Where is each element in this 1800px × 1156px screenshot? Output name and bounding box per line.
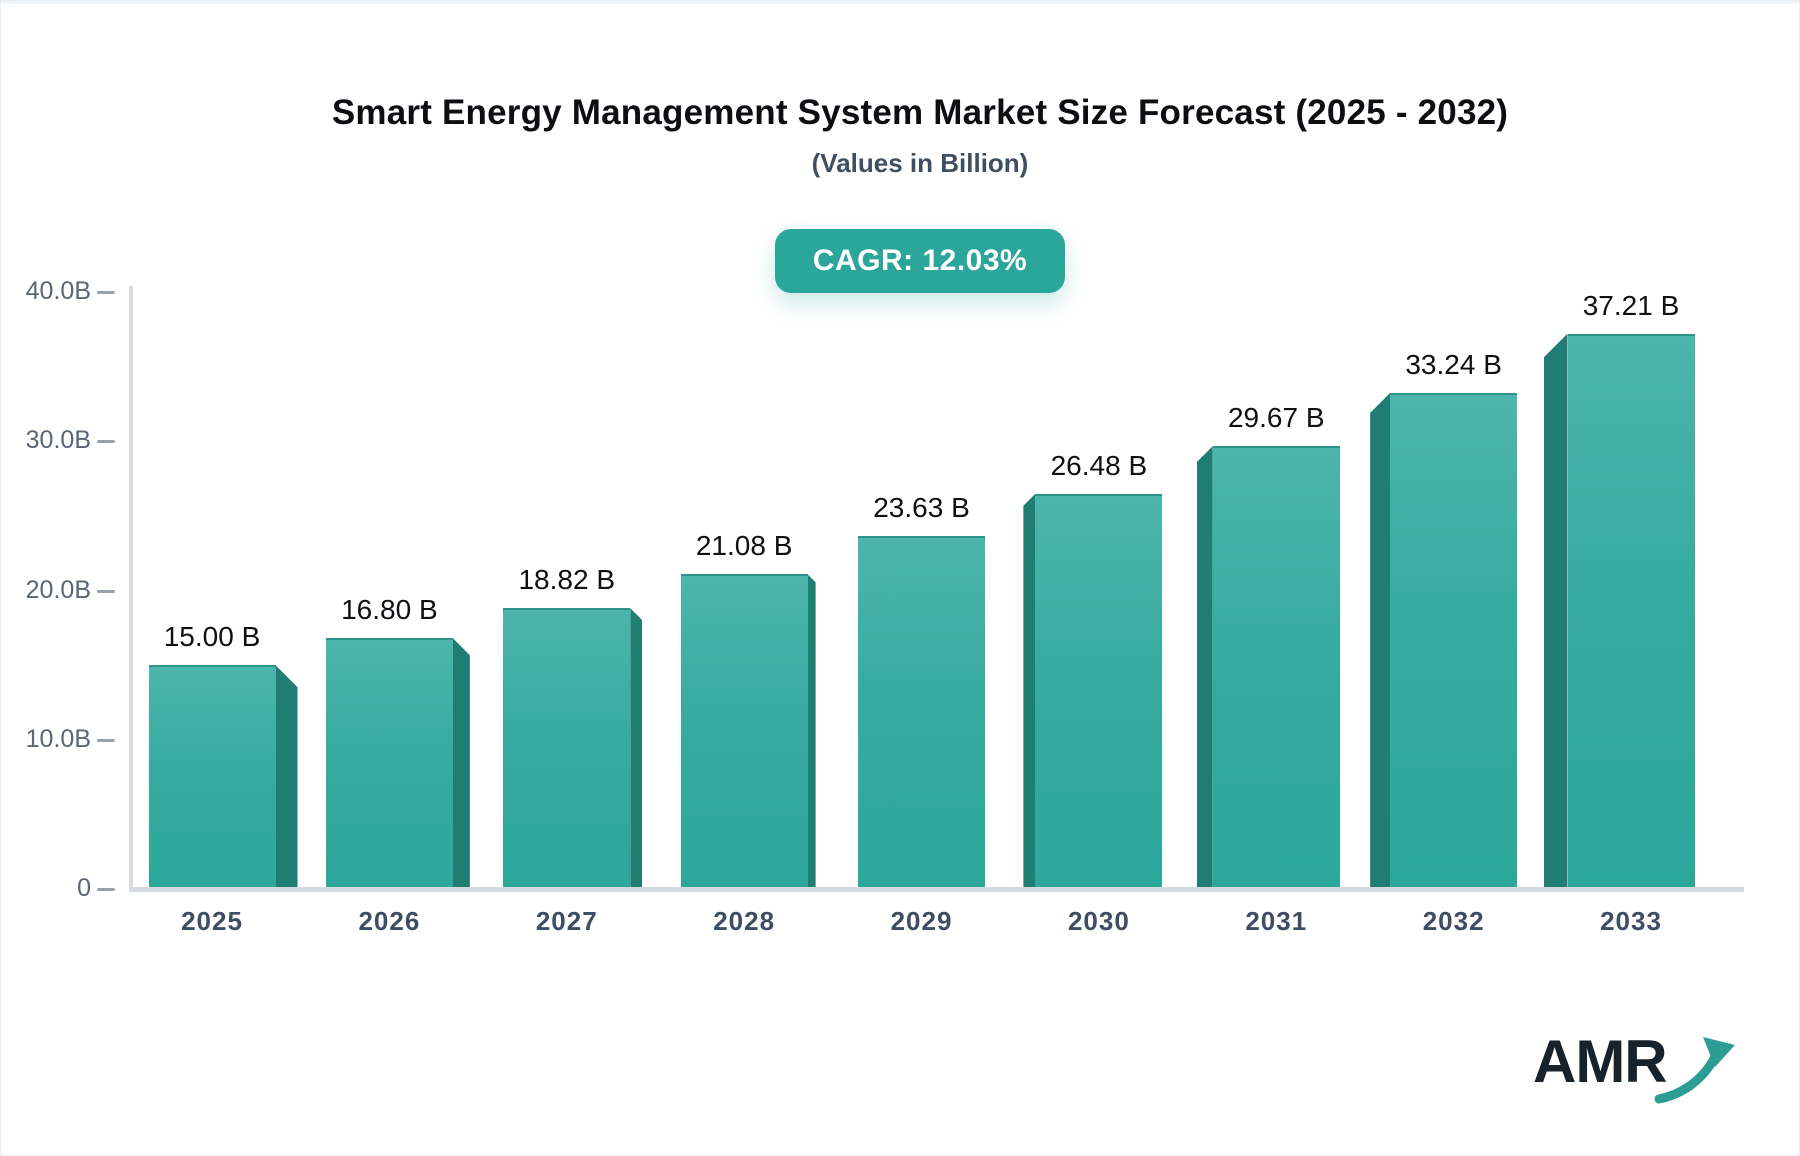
amr-logo-text: AMR bbox=[1533, 1028, 1668, 1095]
bar-2033 bbox=[1567, 333, 1695, 887]
bar-value-label-2027: 18.82 B bbox=[518, 564, 616, 596]
x-tick-label-2025: 2025 bbox=[181, 906, 243, 936]
bar-3d-side-2027 bbox=[630, 608, 643, 887]
y-tick-label: 10.0B bbox=[25, 724, 91, 753]
bar-2029 bbox=[858, 536, 985, 887]
y-tick-mark bbox=[97, 291, 115, 294]
bar-2026 bbox=[325, 638, 453, 887]
x-axis-line bbox=[129, 887, 1744, 892]
bar-2030 bbox=[1035, 493, 1163, 887]
bar-2028 bbox=[680, 574, 808, 887]
x-tick-label-2032: 2032 bbox=[1422, 906, 1485, 936]
y-tick-mark bbox=[97, 440, 115, 444]
bar-value-label-2030: 26.48 B bbox=[1050, 449, 1148, 481]
y-tick-label: 30.0B bbox=[25, 426, 91, 455]
y-axis-line bbox=[129, 286, 133, 892]
bar-2027 bbox=[503, 608, 631, 887]
bar-3d-side-2025 bbox=[275, 665, 298, 887]
bar-value-label-2031: 29.67 B bbox=[1227, 402, 1325, 434]
chart-title: Smart Energy Management System Market Si… bbox=[331, 93, 1509, 132]
bar-value-label-2032: 33.24 B bbox=[1405, 348, 1502, 380]
x-tick-label-2030: 2030 bbox=[1067, 906, 1130, 936]
y-tick-label: 40.0B bbox=[25, 277, 91, 305]
y-tick-mark bbox=[97, 888, 115, 891]
x-tick-label-2033: 2033 bbox=[1600, 906, 1662, 936]
bar-3d-side-2033 bbox=[1543, 333, 1568, 887]
bar-value-label-2029: 23.63 B bbox=[873, 492, 970, 524]
x-tick-label-2026: 2026 bbox=[358, 906, 421, 936]
bar-2032 bbox=[1390, 392, 1518, 887]
bar-3d-side-2026 bbox=[452, 638, 470, 887]
bar-3d-side-2028 bbox=[807, 574, 816, 887]
bar-3d-side-2030 bbox=[1023, 493, 1036, 887]
x-tick-label-2028: 2028 bbox=[713, 906, 776, 936]
bar-2025 bbox=[148, 665, 276, 887]
chart-subtitle: (Values in Billion) bbox=[811, 148, 1029, 178]
cagr-badge: CAGR: 12.03% bbox=[774, 229, 1066, 293]
bar-3d-side-2032 bbox=[1370, 392, 1391, 887]
bar-value-label-2033: 37.21 B bbox=[1582, 289, 1680, 321]
bar-2031 bbox=[1212, 446, 1340, 887]
chart-header: Smart Energy Management System Market Si… bbox=[41, 93, 1799, 293]
y-tick-mark bbox=[97, 738, 115, 742]
bar-value-label-2028: 21.08 B bbox=[695, 530, 793, 562]
y-tick-mark bbox=[97, 589, 115, 593]
x-tick-label-2029: 2029 bbox=[890, 906, 953, 936]
bar-value-label-2026: 16.80 B bbox=[341, 594, 438, 626]
amr-logo: AMR bbox=[1533, 1031, 1741, 1105]
bar-3d-side-2031 bbox=[1196, 446, 1213, 887]
x-tick-label-2031: 2031 bbox=[1245, 906, 1308, 936]
growth-arrow-icon bbox=[1654, 1037, 1735, 1104]
bar-value-label-2025: 15.00 B bbox=[163, 621, 261, 653]
x-tick-label-2027: 2027 bbox=[535, 906, 598, 936]
y-tick-label: 20.0B bbox=[25, 575, 91, 604]
y-tick-label: 0 bbox=[77, 874, 91, 902]
